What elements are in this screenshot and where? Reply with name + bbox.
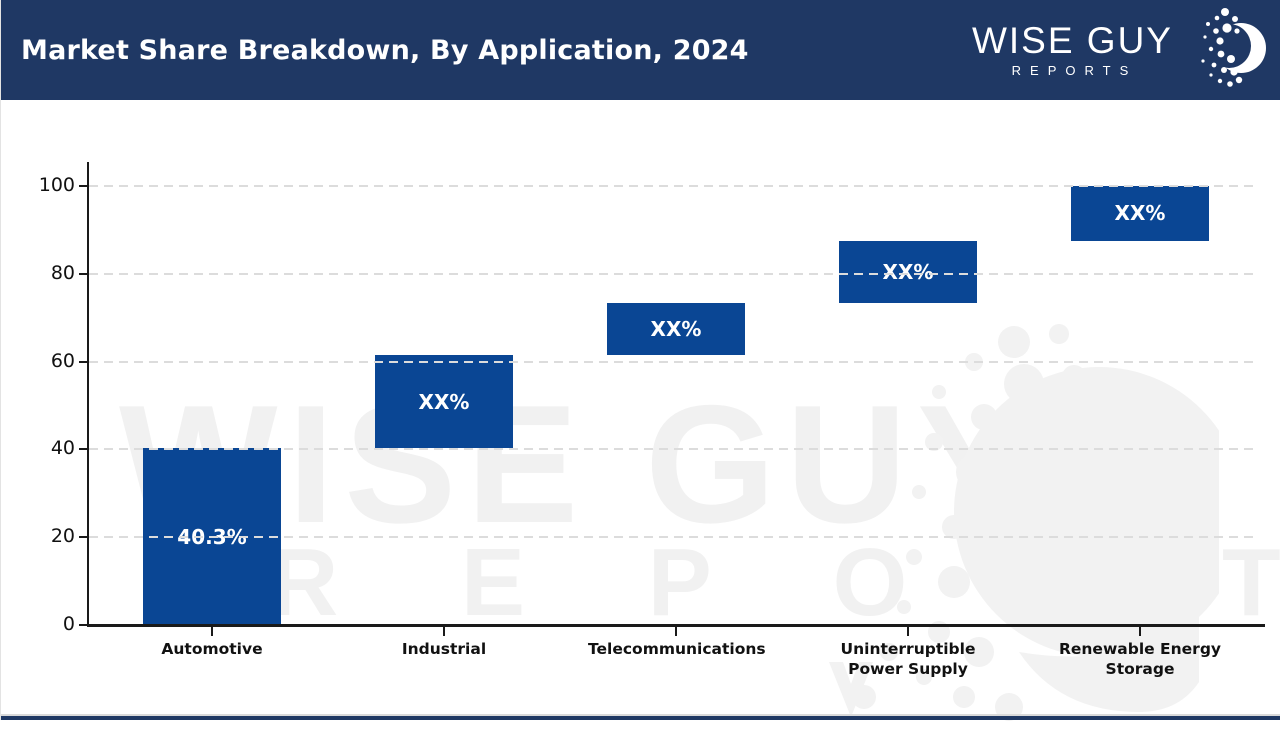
bar-value-label: XX%	[418, 389, 470, 414]
y-axis-tick	[79, 185, 87, 187]
bar-value-label: XX%	[882, 259, 934, 284]
header-bar: Market Share Breakdown, By Application, …	[1, 0, 1280, 100]
logo-wordmark: WISE GUY	[971, 20, 1173, 61]
gridline-100	[89, 185, 1254, 187]
x-tick-label-5: Renewable Energy Storage	[1058, 640, 1222, 678]
y-tick-label: 60	[50, 349, 75, 372]
gridline-60	[89, 360, 1254, 363]
bar-industrial[interactable]: XX%	[375, 355, 513, 449]
bar-value-label: XX%	[650, 316, 702, 341]
wiseguy-logo: WISE GUY REPORTS	[972, 4, 1267, 96]
x-tick-label-2: Industrial	[401, 640, 487, 658]
y-tick-label: 0	[62, 613, 75, 635]
x-tick-label-1: Automotive	[161, 640, 263, 658]
footer-accent-bar	[1, 716, 1280, 720]
x-tick-label-3: Telecommunications	[588, 640, 766, 658]
wiseguy-logo-face-icon	[1175, 4, 1267, 96]
x-axis-line	[87, 624, 1265, 627]
x-axis-tick	[1139, 627, 1141, 636]
gridline-20	[89, 536, 1254, 539]
y-tick-label: 40	[50, 437, 75, 460]
y-tick-label: 100	[38, 174, 75, 196]
bar-value-label: XX%	[1114, 201, 1166, 226]
bar-renewable-energy-storage[interactable]: XX%	[1071, 186, 1209, 241]
bar-uninterruptible-power-supply[interactable]: XX%	[839, 240, 977, 303]
gridline-40	[89, 448, 1254, 451]
y-tick-label: 20	[50, 525, 75, 548]
x-axis-tick	[907, 627, 909, 636]
y-tick-label: 80	[50, 261, 75, 284]
y-axis-line	[87, 162, 89, 627]
x-axis-tick	[211, 627, 213, 636]
y-axis-tick	[79, 360, 87, 363]
x-axis-tick	[443, 627, 445, 636]
x-tick-label-4: Uninterruptible Power Supply	[840, 640, 976, 678]
logo-subtitle: REPORTS	[1011, 63, 1138, 78]
y-axis-tick	[79, 272, 87, 275]
y-axis-tick	[79, 624, 87, 626]
chart-area: WISE GUY R E P O R T S 02040608010040.3%…	[1, 100, 1280, 721]
gridline-80	[89, 272, 1254, 275]
footer-hairline	[1, 714, 1280, 716]
wiseguy-logo-text: WISE GUY REPORTS	[972, 22, 1173, 78]
watermark-face-icon	[769, 322, 1244, 736]
y-axis-tick	[79, 448, 87, 451]
bar-telecommunications[interactable]: XX%	[607, 302, 745, 355]
y-axis-tick	[79, 536, 87, 539]
x-axis-tick	[675, 627, 677, 636]
page-title: Market Share Breakdown, By Application, …	[21, 34, 749, 66]
